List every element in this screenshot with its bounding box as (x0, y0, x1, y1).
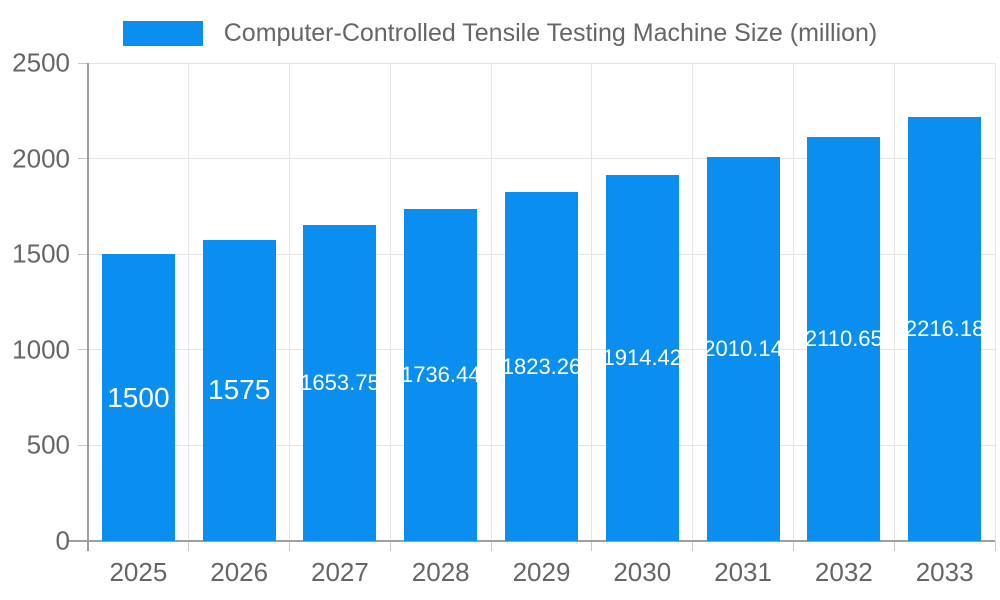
bar-2025[interactable] (101, 254, 175, 541)
y-axis-tick (78, 349, 88, 351)
legend-label: Computer-Controlled Tensile Testing Mach… (223, 19, 878, 47)
v-gridline (389, 63, 391, 541)
x-tick-label: 2025 (109, 557, 168, 587)
x-axis-tick (591, 541, 593, 551)
y-axis-tick (78, 540, 88, 542)
x-axis-tick (893, 541, 895, 551)
y-axis-tick (78, 253, 88, 255)
x-tick-label: 2031 (714, 557, 772, 587)
y-tick-label: 0 (55, 525, 70, 556)
x-axis-tick (289, 541, 291, 551)
y-axis-tick (78, 158, 88, 160)
bar-2032[interactable] (807, 137, 881, 541)
x-tick-label: 2026 (210, 557, 269, 587)
x-tick-label: 2033 (915, 557, 974, 587)
x-tick-label: 2027 (311, 557, 369, 587)
y-tick-label: 500 (26, 429, 70, 460)
v-gridline (591, 63, 593, 541)
bar-2033[interactable] (908, 117, 982, 541)
v-gridline (188, 63, 190, 541)
x-axis-tick (87, 541, 89, 551)
v-gridline (289, 63, 291, 541)
bar-2026[interactable] (202, 239, 276, 541)
v-gridline (792, 63, 794, 541)
y-tick-label: 1500 (12, 238, 70, 269)
h-gridline (88, 62, 995, 64)
legend-swatch-icon (122, 21, 203, 46)
x-axis-tick (389, 541, 391, 551)
x-tick-label: 2030 (613, 557, 672, 587)
x-tick-label: 2028 (411, 557, 470, 587)
y-tick-label: 1000 (12, 334, 70, 365)
bar-2031[interactable] (706, 156, 780, 541)
bar-2028[interactable] (404, 208, 478, 541)
y-tick-label: 2000 (12, 143, 70, 174)
v-gridline (692, 63, 694, 541)
bar-2029[interactable] (505, 192, 578, 541)
x-tick-label: 2032 (814, 557, 873, 587)
bar-2030[interactable] (605, 174, 679, 541)
x-axis-tick (994, 541, 996, 551)
legend-item[interactable]: Computer-Controlled Tensile Testing Mach… (122, 19, 878, 48)
y-axis-tick (78, 62, 88, 64)
chart-legend: Computer-Controlled Tensile Testing Mach… (0, 19, 1000, 48)
x-axis-tick (490, 541, 492, 551)
bar-2027[interactable] (303, 224, 377, 541)
x-tick-label: 2029 (512, 557, 571, 587)
v-gridline (893, 63, 895, 541)
v-gridline (490, 63, 492, 541)
v-gridline (994, 63, 996, 541)
y-axis-line (87, 63, 89, 551)
y-axis-tick (78, 444, 88, 446)
x-axis-tick (188, 541, 190, 551)
x-axis-tick (792, 541, 794, 551)
x-axis-tick (692, 541, 694, 551)
y-tick-label: 2500 (12, 47, 70, 78)
